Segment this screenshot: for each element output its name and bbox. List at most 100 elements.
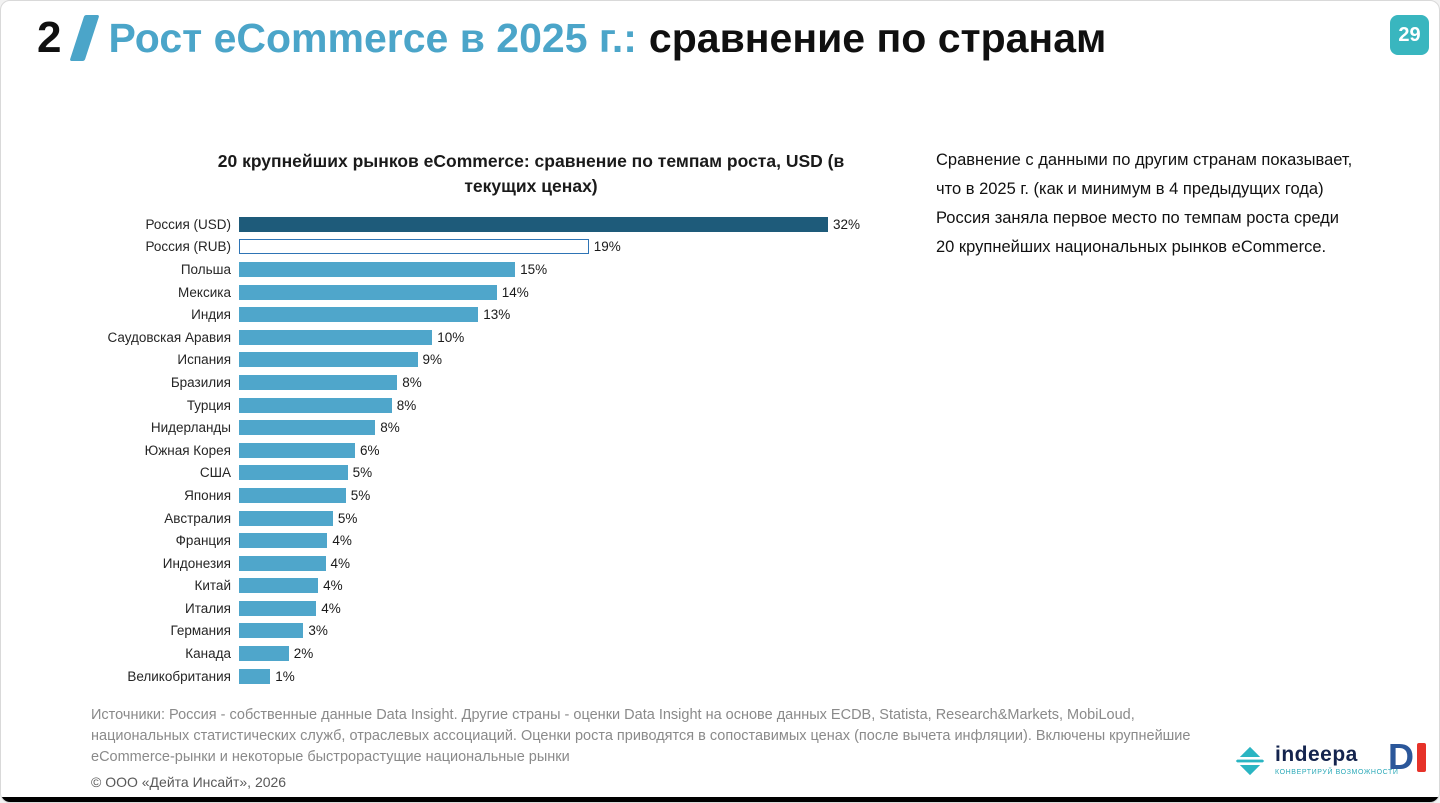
chart-rows: Россия (USD) 32% Россия (RUB) 19% Польша 15% М… — [91, 213, 901, 687]
bar — [239, 555, 326, 571]
bar-category-label: Индонезия — [162, 555, 231, 571]
bar-value-label: 4% — [321, 600, 341, 616]
bar-area: 1% — [239, 668, 901, 684]
chart-title: 20 крупнейших рынков eCommerce: сравнени… — [217, 151, 845, 197]
bar — [239, 600, 317, 616]
chart-row: США 5% — [91, 462, 901, 485]
bar-category-label: Канада — [185, 646, 231, 662]
bar-category-label: Австралия — [164, 510, 231, 526]
chart-row: Нидерланды 8% — [91, 416, 901, 439]
chart-row: Южная Корея 6% — [91, 439, 901, 462]
bar — [239, 623, 304, 639]
bar-area: 5% — [239, 510, 901, 526]
bar-category-label: Франция — [175, 533, 231, 549]
chart-row: Канада 2% — [91, 642, 901, 665]
bar-area: 15% — [239, 261, 901, 277]
bar — [239, 465, 348, 481]
data-insight-d-letter: D — [1388, 736, 1414, 777]
bar-area: 14% — [239, 284, 901, 300]
bar — [239, 442, 355, 458]
bar — [239, 374, 398, 390]
bar-value-label: 3% — [308, 623, 328, 639]
bar-value-label: 8% — [402, 374, 422, 390]
chart-row: Польша 15% — [91, 258, 901, 281]
chart-row: Франция 4% — [91, 529, 901, 552]
chart-row: Германия 3% — [91, 620, 901, 643]
data-insight-red-bar-icon — [1417, 742, 1426, 772]
bar-category-label: Южная Корея — [144, 442, 231, 458]
bar — [239, 352, 418, 368]
bar — [239, 420, 376, 436]
chart-row: Китай 4% — [91, 575, 901, 598]
bar — [239, 329, 433, 345]
slide-header: 2 Рост eCommerce в 2025 г.: сравнение по… — [37, 13, 1369, 63]
data-insight-logo: D — [1388, 739, 1426, 775]
bar-value-label: 10% — [437, 329, 465, 345]
bar-category-label: Нидерланды — [150, 420, 231, 436]
bar-area: 10% — [239, 329, 901, 345]
bar-area: 19% — [239, 239, 901, 255]
chart-row: Индия 13% — [91, 303, 901, 326]
bar-area: 8% — [239, 397, 901, 413]
bar-category-label: Испания — [177, 352, 231, 368]
bar-category-label: Италия — [185, 600, 231, 616]
bar-category-label: Мексика — [178, 284, 231, 300]
bar-category-label: Германия — [170, 623, 231, 639]
chart-row: Россия (RUB) 19% — [91, 236, 901, 259]
bar-area: 4% — [239, 600, 901, 616]
bar-category-label: Россия (RUB) — [145, 239, 231, 255]
bar-area: 6% — [239, 442, 901, 458]
bar — [239, 216, 828, 232]
bar — [239, 284, 497, 300]
indeepa-name: indeepa — [1275, 743, 1358, 766]
bar-area: 9% — [239, 352, 901, 368]
bar-value-label: 15% — [520, 261, 548, 277]
bar-area: 4% — [239, 533, 901, 549]
indeepa-tagline: КОНВЕРТИРУЙ ВОЗМОЖНОСТИ — [1275, 769, 1399, 777]
bar-category-label: Бразилия — [170, 374, 231, 390]
bar-area: 5% — [239, 465, 901, 481]
page-number-badge: 29 — [1390, 15, 1429, 55]
indeepa-wordmark: indeepa КОНВЕРТИРУЙ ВОЗМОЖНОСТИ — [1275, 743, 1399, 776]
bar-area: 8% — [239, 374, 901, 390]
bar — [239, 578, 319, 594]
bar-area: 5% — [239, 487, 901, 503]
bar-area: 2% — [239, 646, 901, 662]
indeepa-logo: indeepa КОНВЕРТИРУЙ ВОЗМОЖНОСТИ — [1233, 743, 1399, 778]
bar-value-label: 5% — [352, 465, 373, 481]
bar-category-label: США — [199, 465, 231, 481]
bar-value-label: 13% — [483, 307, 511, 323]
chart-row: Турция 8% — [91, 394, 901, 417]
bar-value-label: 32% — [833, 216, 861, 232]
bar-category-label: Саудовская Аравия — [107, 329, 231, 345]
bar — [239, 487, 346, 503]
chart-row: Австралия 5% — [91, 507, 901, 530]
bar-category-label: Россия (USD) — [145, 216, 231, 232]
chart-row: Великобритания 1% — [91, 665, 901, 688]
bar-category-label: Япония — [184, 487, 231, 503]
slash-accent-icon — [70, 15, 100, 61]
bar — [239, 239, 589, 255]
bar — [239, 261, 516, 277]
bar-area: 13% — [239, 307, 901, 323]
chart-row: Бразилия 8% — [91, 371, 901, 394]
bottom-divider — [1, 797, 1439, 802]
bar-value-label: 4% — [323, 578, 343, 594]
slide-title-accent: Рост eCommerce в 2025 г.: — [108, 14, 637, 61]
bar — [239, 533, 328, 549]
bar-value-label: 4% — [332, 533, 352, 549]
sources-note: Источники: Россия - собственные данные D… — [91, 707, 1191, 766]
bar-value-label: 5% — [350, 487, 371, 503]
indeepa-diamond-icon — [1235, 746, 1265, 776]
bar-value-label: 8% — [396, 397, 417, 413]
bar — [239, 397, 392, 413]
bar-area: 4% — [239, 555, 901, 571]
bar-value-label: 14% — [501, 284, 529, 300]
bar-area: 4% — [239, 578, 901, 594]
slide-title-main: сравнение по странам — [648, 14, 1107, 61]
bar-value-label: 1% — [275, 668, 295, 684]
bar-category-label: Великобритания — [127, 668, 231, 684]
chart-row: Япония 5% — [91, 484, 901, 507]
copyright-text: © ООО «Дейта Инсайт», 2026 — [91, 774, 287, 790]
